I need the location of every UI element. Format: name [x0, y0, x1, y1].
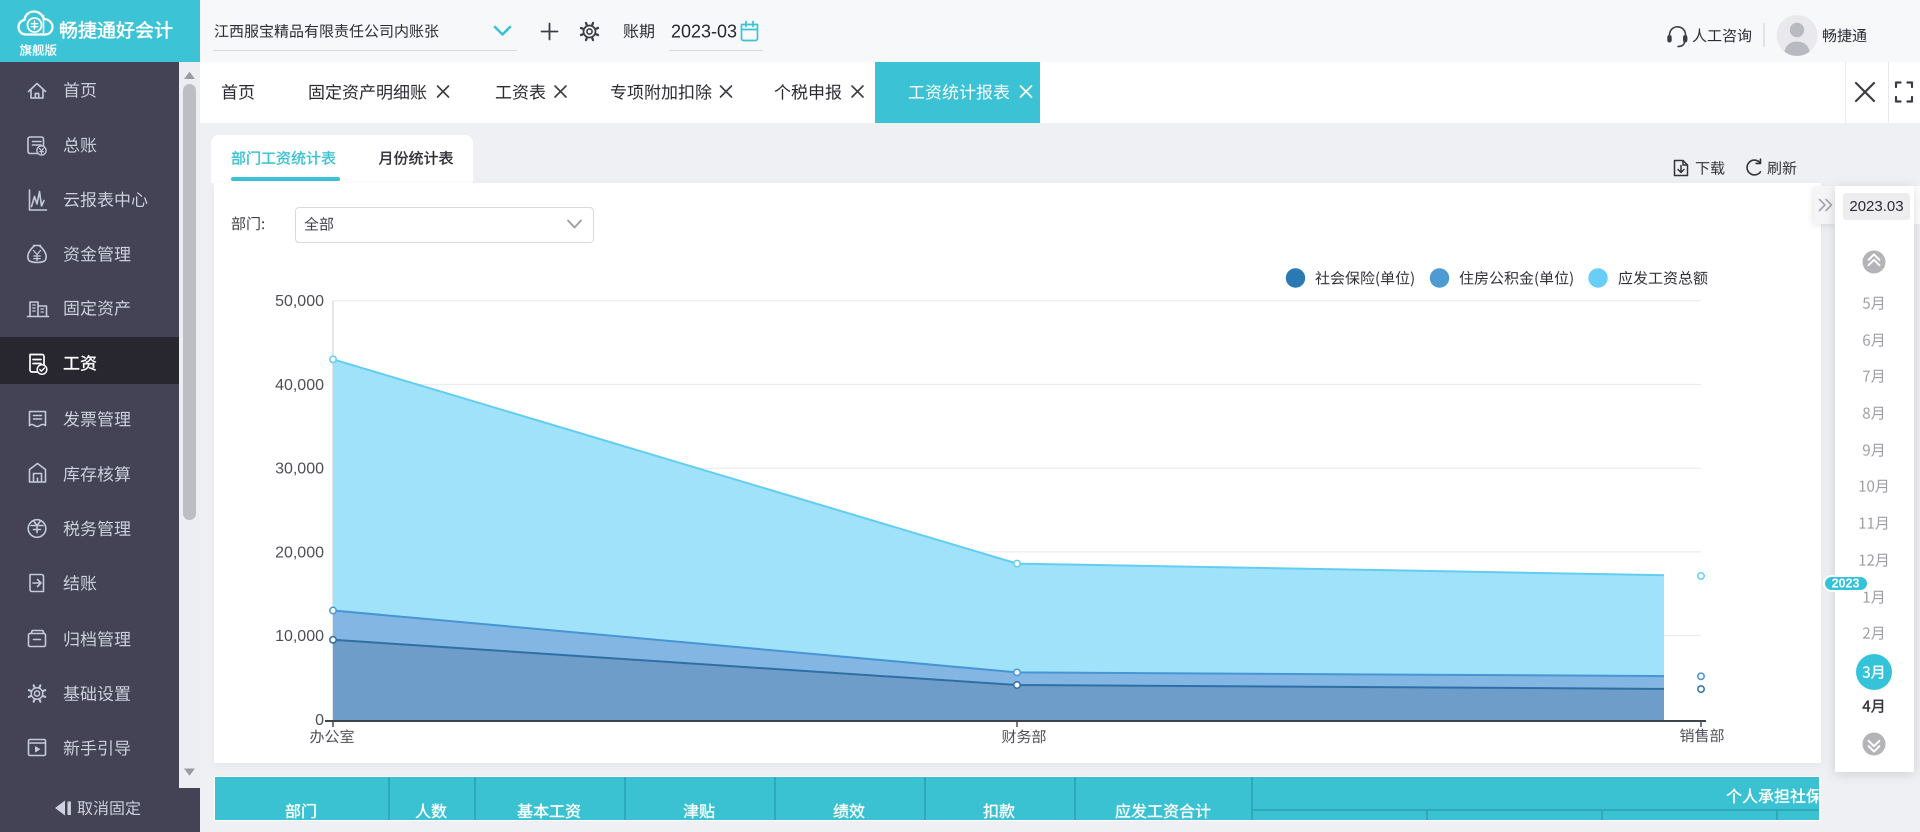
svg-text:40,000: 40,000 [275, 377, 324, 394]
svg-text:2023-03: 2023-03 [671, 22, 737, 42]
svg-text:2023: 2023 [1832, 577, 1860, 591]
svg-text:30,000: 30,000 [275, 461, 324, 478]
svg-text:20,000: 20,000 [275, 544, 324, 561]
svg-text:50,000: 50,000 [275, 293, 324, 310]
svg-text:2023.03: 2023.03 [1849, 198, 1903, 215]
svg-text:10,000: 10,000 [275, 628, 324, 645]
svg-text:0: 0 [315, 712, 324, 729]
